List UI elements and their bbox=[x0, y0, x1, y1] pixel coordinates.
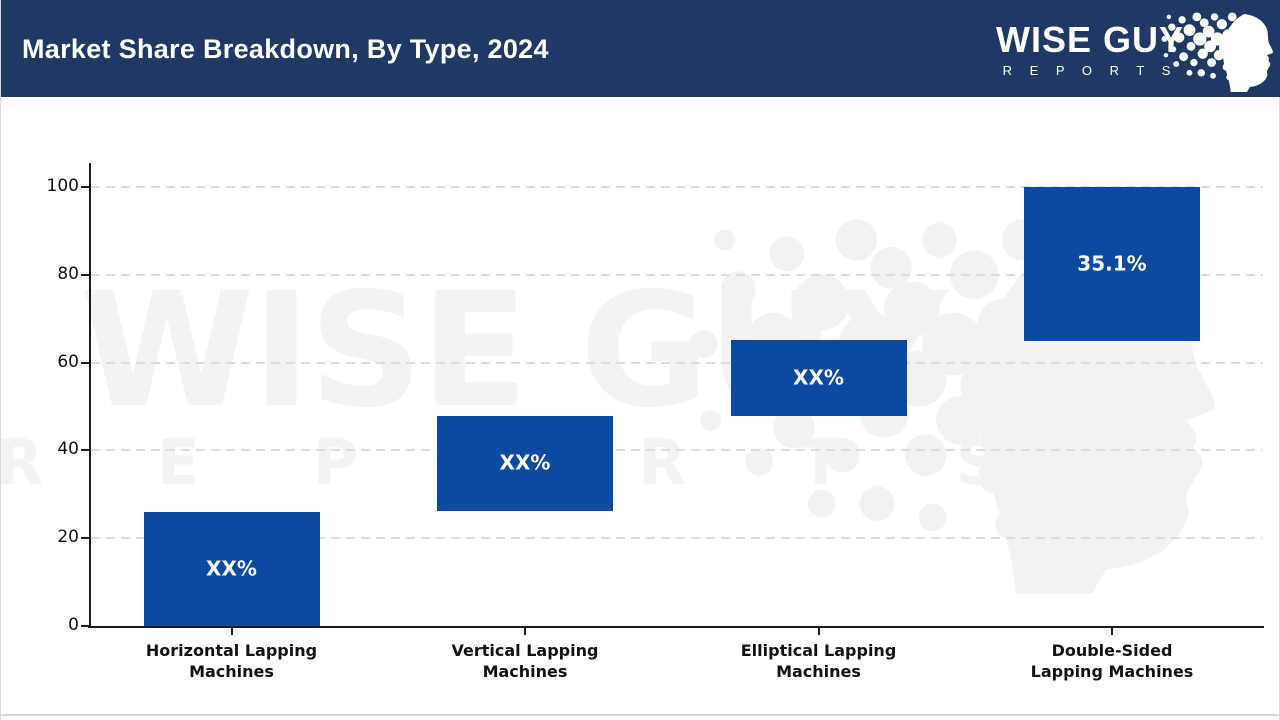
x-axis-tick bbox=[230, 628, 233, 635]
y-axis-tick bbox=[81, 186, 89, 188]
y-tick-label: 0 bbox=[68, 615, 79, 635]
bar-value-label: XX% bbox=[793, 365, 844, 390]
gridline bbox=[91, 186, 1263, 188]
gridline bbox=[91, 537, 1263, 540]
gridline bbox=[91, 449, 1263, 452]
bar-value-label: XX% bbox=[499, 450, 551, 475]
x-axis-tick bbox=[817, 628, 820, 635]
y-tick-label: 100 bbox=[46, 176, 79, 196]
page-title: Market Share Breakdown, By Type, 2024 bbox=[22, 34, 549, 64]
bar-value-label: XX% bbox=[206, 556, 257, 581]
brand-logo-text: WISE GUY R E P O R T S bbox=[995, 19, 1184, 79]
header-bar: Market Share Breakdown, By Type, 2024 WI… bbox=[1, 0, 1280, 97]
x-category-label: Elliptical Lapping Machines bbox=[740, 641, 897, 681]
y-tick-label: 40 bbox=[57, 439, 79, 460]
bar: XX% bbox=[730, 340, 907, 417]
gridline bbox=[91, 361, 1263, 364]
y-axis-tick bbox=[81, 537, 89, 540]
brand-name: WISE GUY bbox=[995, 19, 1184, 60]
x-category-label: Vertical Lapping Machines bbox=[451, 641, 599, 681]
y-tick-label: 60 bbox=[57, 351, 79, 372]
brand-subname: R E P O R T S bbox=[1002, 63, 1178, 78]
footer-divider bbox=[1, 714, 1280, 716]
y-axis-tick bbox=[81, 625, 89, 627]
y-axis-tick bbox=[81, 449, 89, 452]
bar-value-label: 35.1% bbox=[1077, 251, 1147, 276]
x-category-label: Horizontal Lapping Machines bbox=[145, 641, 318, 681]
y-axis-tick bbox=[81, 361, 89, 364]
x-axis-tick bbox=[524, 628, 526, 635]
y-tick-label: 80 bbox=[57, 263, 79, 284]
y-tick-label: 20 bbox=[57, 527, 79, 548]
brand-logo: WISE GUY R E P O R T S bbox=[996, 8, 1273, 92]
y-axis-line bbox=[89, 163, 91, 628]
y-axis-tick bbox=[81, 273, 89, 276]
gridline bbox=[91, 273, 1263, 276]
bar: XX% bbox=[437, 416, 613, 511]
x-axis-line bbox=[88, 626, 1264, 628]
bar: XX% bbox=[143, 511, 320, 626]
x-category-label: Double-Sided Lapping Machines bbox=[1030, 641, 1194, 681]
bar: 35.1% bbox=[1024, 187, 1200, 342]
x-axis-tick bbox=[1111, 628, 1113, 635]
